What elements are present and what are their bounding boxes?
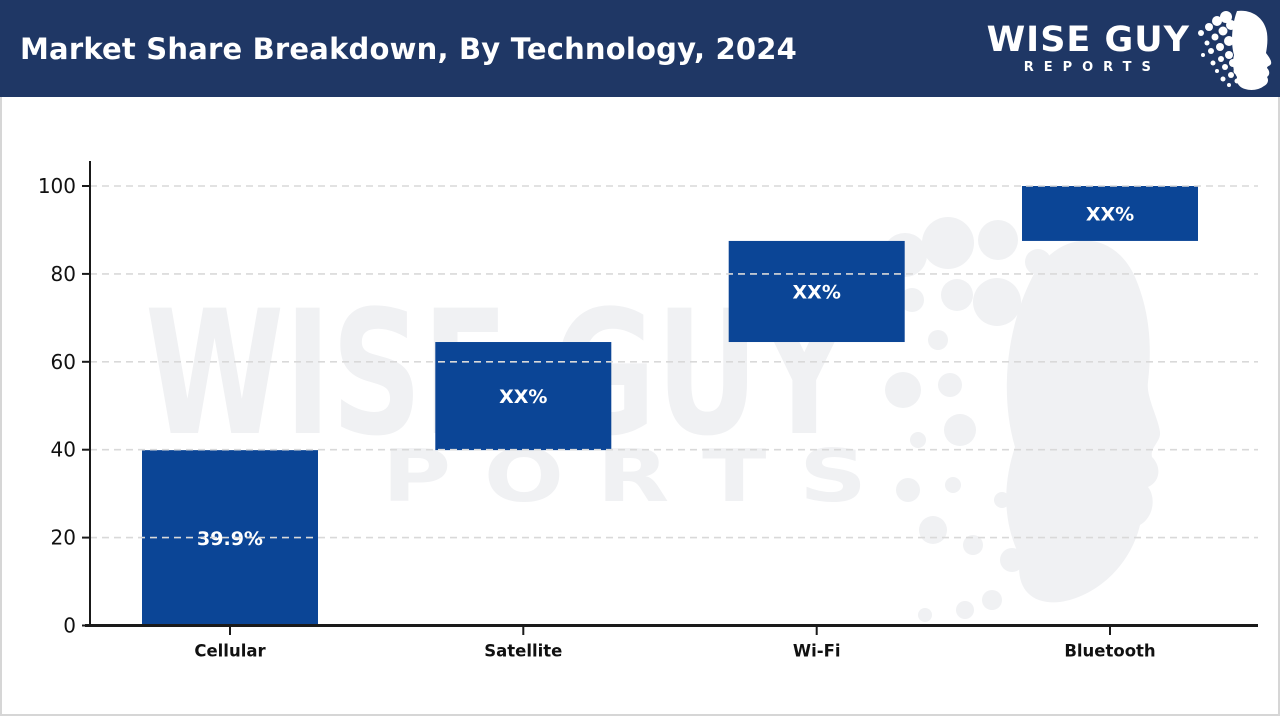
watermark-dot <box>919 516 947 544</box>
watermark-dot <box>963 535 983 555</box>
brand-logo: WISE GUY REPORTS <box>987 7 1274 91</box>
page-title: Market Share Breakdown, By Technology, 2… <box>20 31 798 66</box>
x-category-label: Satellite <box>484 642 562 661</box>
y-tick-label: 40 <box>51 438 76 462</box>
bar-value-label: XX% <box>793 281 841 303</box>
watermark-dot <box>910 432 926 448</box>
bar-bluetooth <box>1022 186 1198 241</box>
watermark-dot <box>1000 548 1024 572</box>
watermark-dot <box>956 601 974 619</box>
watermark-dot <box>945 477 961 493</box>
watermark-dot <box>928 330 948 350</box>
y-tick-label: 60 <box>51 350 76 374</box>
y-tick-label: 80 <box>51 262 76 286</box>
y-tick-label: 100 <box>38 174 76 198</box>
bar-satellite <box>435 342 612 451</box>
brand-name: WISE GUY <box>986 20 1190 61</box>
watermark-dot <box>938 373 962 397</box>
y-tick-label: 20 <box>51 526 76 550</box>
bar-value-label: XX% <box>1086 203 1134 225</box>
logo-face-icon <box>1198 10 1272 90</box>
bar-value-label: 39.9% <box>197 528 263 550</box>
brand-logo-text: WISE GUY REPORTS <box>987 22 1190 75</box>
chart-area: WISE GUY P O R T S 39.9% XX% XX% XX% 0 20 40 60 80… <box>0 97 1280 720</box>
y-tick-label: 0 <box>63 614 76 638</box>
watermark-dot <box>978 220 1018 260</box>
watermark-dot <box>896 478 920 502</box>
brand-subtitle: REPORTS <box>1023 59 1161 75</box>
x-category-label: Cellular <box>194 642 266 661</box>
watermark-dot <box>994 492 1010 508</box>
watermark-dot <box>973 278 1021 326</box>
watermark-dot <box>941 279 973 311</box>
bar-wi-fi <box>728 240 905 343</box>
watermark-dot <box>922 217 974 269</box>
watermark-dot <box>885 372 921 408</box>
watermark-dot <box>944 414 976 446</box>
x-category-label: Wi-Fi <box>793 642 841 661</box>
bar-value-label: XX% <box>499 386 547 408</box>
watermark-face <box>1006 240 1161 603</box>
watermark-dot <box>918 608 932 622</box>
watermark-dot <box>900 288 924 312</box>
watermark-dot <box>982 590 1002 610</box>
x-category-label: Bluetooth <box>1064 642 1155 661</box>
header-bar: Market Share Breakdown, By Technology, 2… <box>0 0 1280 97</box>
